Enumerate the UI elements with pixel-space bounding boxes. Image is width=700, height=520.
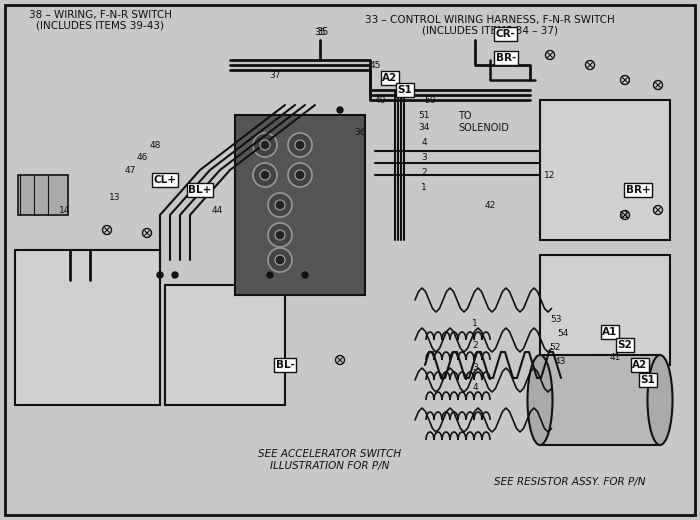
Text: A2: A2 xyxy=(632,360,648,370)
Text: TO
SOLENOID: TO SOLENOID xyxy=(458,111,509,133)
Circle shape xyxy=(268,248,292,272)
Ellipse shape xyxy=(648,355,673,445)
Text: S1: S1 xyxy=(640,375,655,385)
Text: (INCLUDES ITEMS 34 – 37): (INCLUDES ITEMS 34 – 37) xyxy=(422,25,558,35)
Bar xyxy=(540,100,670,240)
Text: 48: 48 xyxy=(149,140,161,150)
Circle shape xyxy=(654,205,662,215)
Circle shape xyxy=(620,75,629,85)
Text: 36: 36 xyxy=(354,127,366,137)
Circle shape xyxy=(172,272,178,278)
Circle shape xyxy=(288,163,312,187)
Circle shape xyxy=(275,230,285,240)
Circle shape xyxy=(253,133,277,157)
Text: 45: 45 xyxy=(370,60,381,70)
Ellipse shape xyxy=(540,355,660,445)
Circle shape xyxy=(337,107,343,113)
Circle shape xyxy=(275,255,285,265)
Text: BR-: BR- xyxy=(496,53,516,63)
Text: 44: 44 xyxy=(211,205,223,215)
Text: 46: 46 xyxy=(136,152,148,162)
Text: 35: 35 xyxy=(316,27,328,37)
Text: A2: A2 xyxy=(382,73,398,83)
Text: 11: 11 xyxy=(620,211,631,219)
Text: 34: 34 xyxy=(419,123,430,132)
Text: 2: 2 xyxy=(473,341,478,349)
Circle shape xyxy=(654,81,662,89)
Text: 39: 39 xyxy=(384,72,395,82)
Bar xyxy=(540,255,670,365)
Text: 43: 43 xyxy=(554,358,566,367)
Text: 40: 40 xyxy=(374,96,386,105)
Text: 51: 51 xyxy=(419,111,430,120)
Text: 52: 52 xyxy=(550,344,561,353)
Circle shape xyxy=(585,60,594,70)
Text: S1: S1 xyxy=(398,85,412,95)
Circle shape xyxy=(268,193,292,217)
Text: BL-: BL- xyxy=(276,360,295,370)
Text: 1: 1 xyxy=(472,318,478,328)
Text: BR+: BR+ xyxy=(626,185,650,195)
Text: 3: 3 xyxy=(421,152,427,162)
Bar xyxy=(165,285,285,405)
Circle shape xyxy=(620,211,629,219)
Text: 13: 13 xyxy=(109,192,121,202)
Circle shape xyxy=(302,272,308,278)
Circle shape xyxy=(268,223,292,247)
Text: 1: 1 xyxy=(421,183,427,191)
Circle shape xyxy=(335,356,344,365)
Text: 54: 54 xyxy=(557,329,568,337)
Text: 35: 35 xyxy=(314,28,326,36)
Circle shape xyxy=(545,50,554,59)
Circle shape xyxy=(157,272,163,278)
Text: 42: 42 xyxy=(484,201,496,210)
Text: SEE RESISTOR ASSY. FOR P/N: SEE RESISTOR ASSY. FOR P/N xyxy=(494,477,645,487)
Text: (INCLUDES ITEMS 39-43): (INCLUDES ITEMS 39-43) xyxy=(36,20,164,30)
Circle shape xyxy=(295,140,305,150)
Text: 4: 4 xyxy=(473,383,478,392)
Text: 47: 47 xyxy=(125,165,136,175)
Circle shape xyxy=(260,170,270,180)
Circle shape xyxy=(197,187,203,193)
Text: 33 – CONTROL WIRING HARNESS, F-N-R SWITCH: 33 – CONTROL WIRING HARNESS, F-N-R SWITC… xyxy=(365,15,615,25)
Circle shape xyxy=(260,140,270,150)
Bar xyxy=(220,110,375,305)
Text: CR-: CR- xyxy=(495,29,515,39)
Text: CL+: CL+ xyxy=(153,175,176,185)
Text: 14: 14 xyxy=(60,205,71,215)
Text: 2: 2 xyxy=(421,167,427,176)
Text: 4: 4 xyxy=(421,137,427,147)
Text: 41: 41 xyxy=(609,354,621,362)
Circle shape xyxy=(295,170,305,180)
Bar xyxy=(370,20,675,140)
Text: 3: 3 xyxy=(472,362,478,371)
Text: 50: 50 xyxy=(424,96,435,105)
Bar xyxy=(12,20,227,250)
Bar xyxy=(235,115,365,295)
Text: 53: 53 xyxy=(550,316,561,324)
Bar xyxy=(15,250,160,405)
Circle shape xyxy=(253,163,277,187)
Text: S2: S2 xyxy=(617,340,632,350)
Text: BL+: BL+ xyxy=(188,185,211,195)
Text: 38 – WIRING, F-N-R SWITCH: 38 – WIRING, F-N-R SWITCH xyxy=(29,10,172,20)
Text: SEE ACCELERATOR SWITCH
ILLUSTRATION FOR P/N: SEE ACCELERATOR SWITCH ILLUSTRATION FOR … xyxy=(258,449,402,471)
Circle shape xyxy=(267,272,273,278)
Bar xyxy=(18,175,68,215)
Circle shape xyxy=(143,228,151,238)
Circle shape xyxy=(288,133,312,157)
Bar xyxy=(540,355,660,445)
Text: 37: 37 xyxy=(270,71,281,80)
Circle shape xyxy=(102,226,111,235)
Text: A1: A1 xyxy=(603,327,617,337)
Ellipse shape xyxy=(528,355,552,445)
Circle shape xyxy=(275,200,285,210)
Text: 12: 12 xyxy=(545,171,556,179)
